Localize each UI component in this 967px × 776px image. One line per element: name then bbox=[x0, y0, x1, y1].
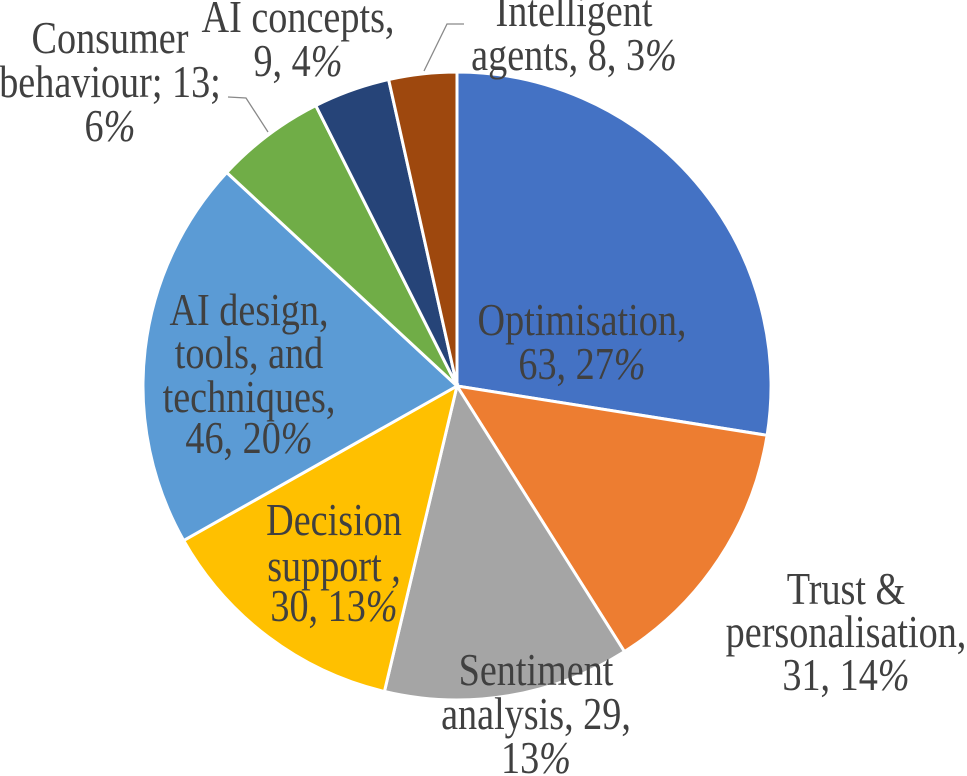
svg-text:63, 27%: 63, 27% bbox=[518, 339, 645, 390]
svg-text:13%: 13% bbox=[501, 733, 571, 776]
svg-text:6%: 6% bbox=[85, 101, 136, 152]
svg-text:30, 13%: 30, 13% bbox=[270, 581, 397, 632]
svg-text:Decision: Decision bbox=[266, 495, 402, 546]
svg-text:agents, 8, 3%: agents, 8, 3% bbox=[471, 30, 677, 81]
svg-text:31, 14%: 31, 14% bbox=[782, 650, 909, 701]
svg-text:9, 4%: 9, 4% bbox=[253, 36, 342, 87]
svg-text:46, 20%: 46, 20% bbox=[185, 413, 312, 464]
